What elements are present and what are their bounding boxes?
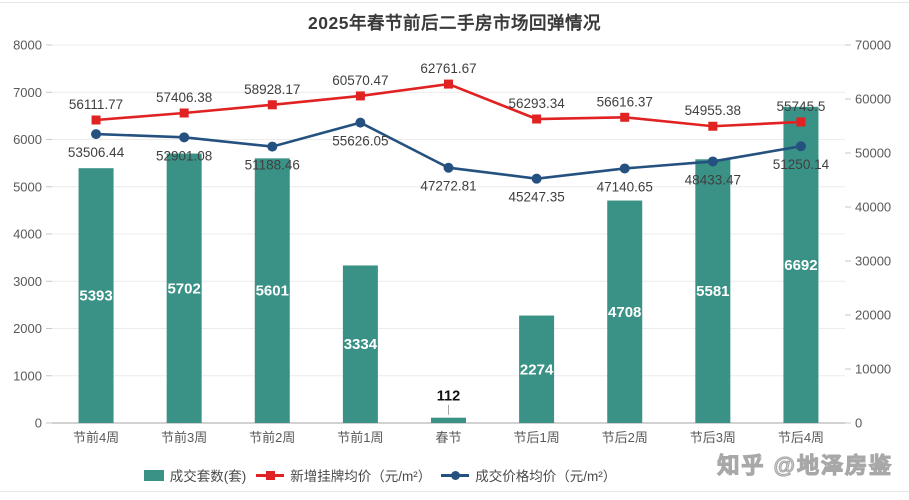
deal-line-marker — [441, 469, 470, 481]
x-axis-label: 节前1周 — [337, 430, 383, 445]
right-axis-tick-label: 40000 — [855, 200, 891, 215]
right-axis-tick-label: 10000 — [855, 362, 891, 377]
left-axis-tick-label: 4000 — [13, 227, 42, 242]
left-axis-tick-label: 8000 — [13, 38, 42, 53]
bar-value-label: 112 — [437, 389, 460, 405]
deal-price-point — [91, 129, 102, 140]
left-axis-tick-label: 5000 — [13, 179, 42, 194]
listing-price-point — [620, 112, 630, 122]
bar — [342, 265, 378, 423]
deal-price-point — [267, 141, 278, 152]
listing-price-point — [532, 114, 542, 124]
bar-value-label: 5393 — [79, 288, 112, 305]
x-axis-label: 节后2周 — [602, 430, 648, 445]
left-axis-tick-label: 6000 — [13, 132, 42, 147]
listing-price-label: 56293.34 — [508, 96, 565, 111]
chart-legend: 成交套数(套) 新增挂牌均价（元/m²） 成交价格均价（元/m²） — [0, 465, 760, 485]
right-axis-tick-label: 0 — [855, 416, 862, 431]
left-axis-tick-label: 7000 — [13, 85, 42, 100]
right-axis-tick-label: 20000 — [855, 308, 891, 323]
bar — [607, 200, 643, 423]
listing-square-marker-icon — [265, 470, 275, 480]
right-axis-tick-label: 60000 — [855, 92, 891, 107]
legend-label-listing-price: 新增挂牌均价（元/m²） — [290, 469, 432, 484]
legend-label-volume: 成交套数(套) — [169, 469, 247, 484]
deal-price-label: 51250.14 — [773, 157, 830, 172]
listing-price-point — [444, 79, 453, 89]
bottom-border-line — [0, 491, 909, 492]
listing-price-label: 57406.38 — [156, 90, 212, 105]
deal-price-label: 47272.81 — [420, 179, 476, 194]
deal-price-label: 47140.65 — [597, 179, 653, 194]
legend-label-deal-price: 成交价格均价（元/m²） — [475, 469, 617, 484]
deal-price-label: 53506.44 — [68, 145, 125, 160]
left-axis-tick-label: 2000 — [13, 321, 42, 336]
bar-value-label: 5601 — [256, 283, 289, 300]
listing-price-label: 55745.5 — [777, 99, 826, 114]
deal-price-label: 55626.05 — [332, 134, 388, 149]
bar — [78, 168, 114, 423]
deal-price-label: 52901.08 — [156, 148, 212, 163]
listing-price-label: 58928.17 — [244, 82, 300, 97]
bar — [695, 159, 731, 424]
deal-price-point — [707, 156, 718, 167]
listing-price-point — [91, 115, 101, 125]
listing-price-point — [708, 121, 718, 131]
listing-price-point — [267, 100, 277, 110]
watermark: 知乎 @地泽房鉴 — [717, 452, 893, 478]
deal-circle-marker-icon — [450, 470, 460, 480]
x-axis-label: 节后4周 — [778, 430, 824, 445]
bar-value-label: 5702 — [167, 280, 200, 297]
legend-item-volume: 成交套数(套) — [143, 465, 247, 485]
right-axis-tick-label: 50000 — [855, 146, 891, 161]
right-axis-tick-label: 30000 — [855, 254, 891, 269]
deal-price-point — [531, 173, 542, 184]
bar — [431, 417, 466, 423]
deal-price-point — [443, 162, 454, 173]
deal-price-point — [619, 163, 630, 174]
deal-price-point — [795, 141, 806, 152]
bar-value-label: 2274 — [520, 361, 554, 378]
listing-price-label: 54955.38 — [685, 103, 741, 118]
deal-price-point — [355, 117, 366, 128]
deal-price-label: 45247.35 — [508, 190, 564, 205]
bar-value-label: 6692 — [784, 257, 817, 274]
deal-price-point — [179, 132, 190, 143]
deal-price-label: 51188.46 — [245, 158, 300, 173]
listing-price-label: 56111.77 — [69, 97, 123, 112]
chart-title: 2025年春节前后二手房市场回弹情况 — [308, 13, 601, 33]
bar — [783, 106, 819, 423]
legend-item-listing-price: 新增挂牌均价（元/m²） — [256, 465, 431, 485]
top-border-line — [0, 2, 909, 3]
right-axis-tick-label: 70000 — [855, 38, 891, 53]
listing-price-point — [796, 117, 806, 127]
bar-value-label: 3334 — [344, 336, 378, 353]
bar-value-label: 5581 — [696, 283, 729, 300]
bar-series-swatch — [143, 469, 164, 481]
listing-price-label: 62761.67 — [420, 61, 476, 76]
x-axis-label: 节前2周 — [249, 430, 295, 445]
listing-price-label: 60570.47 — [332, 73, 388, 88]
listing-price-label: 56616.37 — [597, 94, 653, 109]
bar-value-label: 4708 — [608, 304, 641, 321]
x-axis-label: 节前4周 — [73, 430, 119, 445]
left-axis-tick-label: 1000 — [13, 368, 42, 383]
left-axis-tick-label: 0 — [35, 416, 42, 431]
bar — [519, 315, 555, 423]
x-axis-label: 节后1周 — [513, 430, 559, 445]
left-axis-tick-label: 3000 — [13, 274, 42, 289]
listing-price-point — [179, 108, 189, 118]
listing-price-point — [355, 91, 365, 101]
x-axis-label: 节后3周 — [690, 430, 736, 445]
bar — [166, 153, 202, 423]
chart-canvas: 0 1000 2000 3000 4000 5000 6000 7000 8000 0 10000 2… — [13, 38, 891, 446]
x-axis-label: 节前3周 — [161, 430, 207, 445]
deal-price-label: 48433.47 — [685, 172, 741, 187]
listing-line-marker — [256, 469, 285, 481]
legend-item-deal-price: 成交价格均价（元/m²） — [441, 465, 616, 485]
bar — [254, 158, 290, 423]
x-axis-label: 春节 — [435, 430, 461, 445]
